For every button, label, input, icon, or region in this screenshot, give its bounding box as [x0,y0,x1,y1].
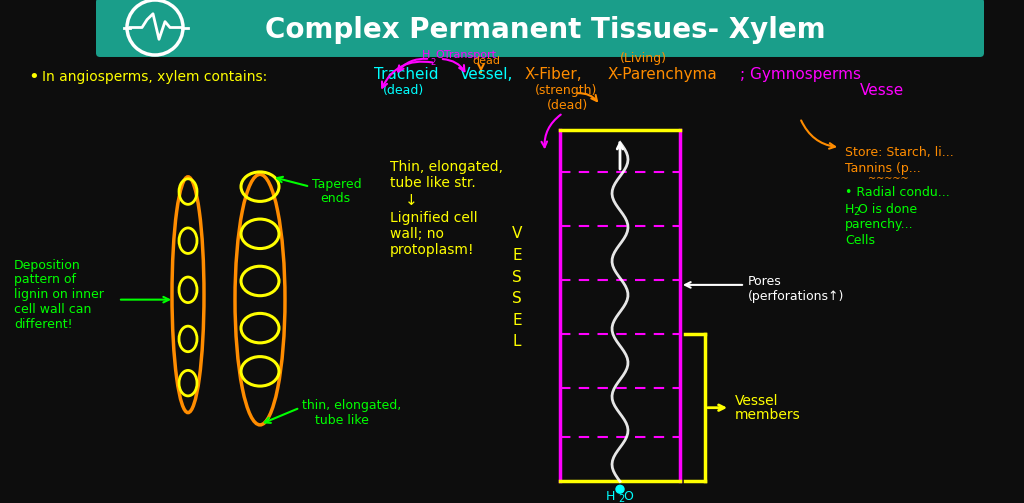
Text: L: L [513,334,521,350]
Text: Tapered: Tapered [312,178,361,191]
Text: Tracheid: Tracheid [374,67,438,82]
Text: Thin, elongated,: Thin, elongated, [390,160,503,174]
Text: members: members [735,407,801,422]
Text: H: H [605,489,614,502]
Text: protoplasm!: protoplasm! [390,242,474,257]
Text: O: O [623,489,633,502]
Text: ↓: ↓ [406,193,418,208]
Circle shape [616,485,624,493]
Text: H: H [845,203,854,216]
Text: Cells: Cells [845,234,874,247]
Text: Vessel,: Vessel, [460,67,513,82]
Text: (dead): (dead) [383,84,424,97]
Text: 2: 2 [430,58,435,67]
Text: H: H [422,50,430,60]
Text: (Living): (Living) [620,52,667,65]
Text: cell wall can: cell wall can [14,303,91,316]
Text: •: • [28,67,39,86]
Text: Store: Starch, li...: Store: Starch, li... [845,146,953,159]
Text: OTransport: OTransport [435,50,496,60]
Text: S: S [512,291,522,306]
Text: 2: 2 [618,494,625,503]
Text: (perforations↑): (perforations↑) [748,290,845,303]
Text: tube like: tube like [315,414,369,427]
Text: ; Gymnosperms: ; Gymnosperms [740,67,861,82]
Text: wall; no: wall; no [390,227,444,241]
Text: Pores: Pores [748,276,781,288]
Text: lignin on inner: lignin on inner [14,288,103,301]
Text: Lignified cell: Lignified cell [390,211,477,225]
Text: • Radial condu...: • Radial condu... [845,186,949,199]
Text: S: S [512,270,522,285]
Text: pattern of: pattern of [14,274,76,287]
Text: X-Parenchyma: X-Parenchyma [608,67,718,82]
Text: Vessel: Vessel [735,394,778,408]
Text: dead: dead [472,56,500,66]
Text: V: V [512,226,522,241]
Text: parenchy...: parenchy... [845,218,913,231]
Text: ends: ends [319,192,350,205]
Text: (dead): (dead) [547,99,588,112]
Text: In angiosperms, xylem contains:: In angiosperms, xylem contains: [42,69,267,83]
Text: O is done: O is done [858,203,918,216]
Text: different!: different! [14,318,73,330]
Text: tube like str.: tube like str. [390,176,476,190]
Text: ~~~~~: ~~~~~ [868,174,908,184]
FancyBboxPatch shape [96,0,984,57]
Text: Tannins (p...: Tannins (p... [845,162,921,176]
Text: E: E [512,248,522,263]
Text: Complex Permanent Tissues- Xylem: Complex Permanent Tissues- Xylem [264,17,825,44]
Text: 2: 2 [853,207,859,217]
Text: (strength): (strength) [535,84,597,97]
Text: Deposition: Deposition [14,259,81,272]
Text: thin, elongated,: thin, elongated, [302,399,401,412]
Text: E: E [512,313,522,328]
Text: Vesse: Vesse [860,83,904,98]
Text: X-Fiber,: X-Fiber, [525,67,583,82]
Circle shape [127,0,183,55]
